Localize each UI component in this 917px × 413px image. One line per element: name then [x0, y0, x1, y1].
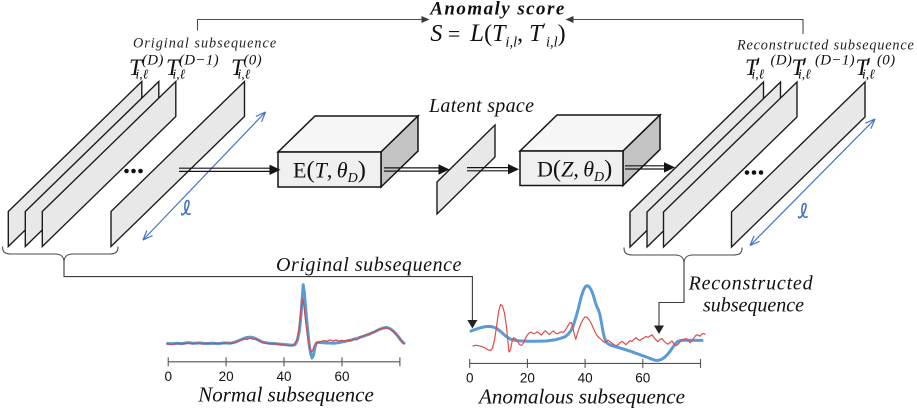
svg-text:T: T	[166, 55, 181, 80]
svg-text:i,ℓ: i,ℓ	[173, 67, 186, 82]
svg-text:D(Z, θD): D(Z, θD)	[537, 156, 612, 186]
svg-text:0: 0	[466, 371, 474, 386]
svg-text:Normal subsequence: Normal subsequence	[197, 383, 374, 407]
svg-text:i,ℓ: i,ℓ	[238, 67, 251, 82]
svg-text:60: 60	[635, 371, 650, 386]
svg-text:Anomalous subsequence: Anomalous subsequence	[477, 385, 685, 409]
svg-text:S = L(Ti,l, T′i,l): S = L(Ti,l, T′i,l)	[430, 20, 565, 51]
svg-text:Reconstructed: Reconstructed	[688, 273, 814, 295]
svg-text:40: 40	[578, 371, 593, 386]
svg-text:i,ℓ: i,ℓ	[752, 67, 765, 82]
svg-text:T: T	[856, 55, 871, 80]
svg-text:T: T	[745, 55, 760, 80]
svg-text:(D−1): (D−1)	[815, 53, 855, 69]
svg-text:T: T	[792, 55, 807, 80]
svg-text:(D): (D)	[142, 53, 164, 69]
svg-text:Anomaly score: Anomaly score	[429, 0, 566, 20]
svg-text:i,ℓ: i,ℓ	[136, 67, 149, 82]
svg-text:Original subsequence: Original subsequence	[133, 36, 277, 52]
svg-text:(D): (D)	[771, 53, 793, 69]
svg-text:60: 60	[334, 369, 349, 384]
svg-text:(0): (0)	[877, 53, 895, 69]
svg-text:20: 20	[520, 371, 535, 386]
svg-text:20: 20	[219, 369, 234, 384]
svg-text:Original subsequence: Original subsequence	[276, 254, 462, 276]
svg-text:(0): (0)	[244, 53, 262, 69]
svg-text:E(T, θD): E(T, θD)	[293, 157, 366, 187]
svg-text:T: T	[129, 55, 144, 80]
svg-text:Latent space: Latent space	[428, 95, 534, 117]
svg-text:(D−1): (D−1)	[179, 53, 219, 69]
svg-text:T: T	[231, 55, 246, 80]
svg-text:Reconstructed subsequence: Reconstructed subsequence	[736, 38, 915, 54]
svg-text:i,ℓ: i,ℓ	[862, 67, 875, 82]
svg-text:0: 0	[164, 369, 172, 384]
svg-text:subsequence: subsequence	[703, 295, 804, 317]
svg-text:i,ℓ: i,ℓ	[798, 67, 811, 82]
svg-text:40: 40	[276, 369, 291, 384]
